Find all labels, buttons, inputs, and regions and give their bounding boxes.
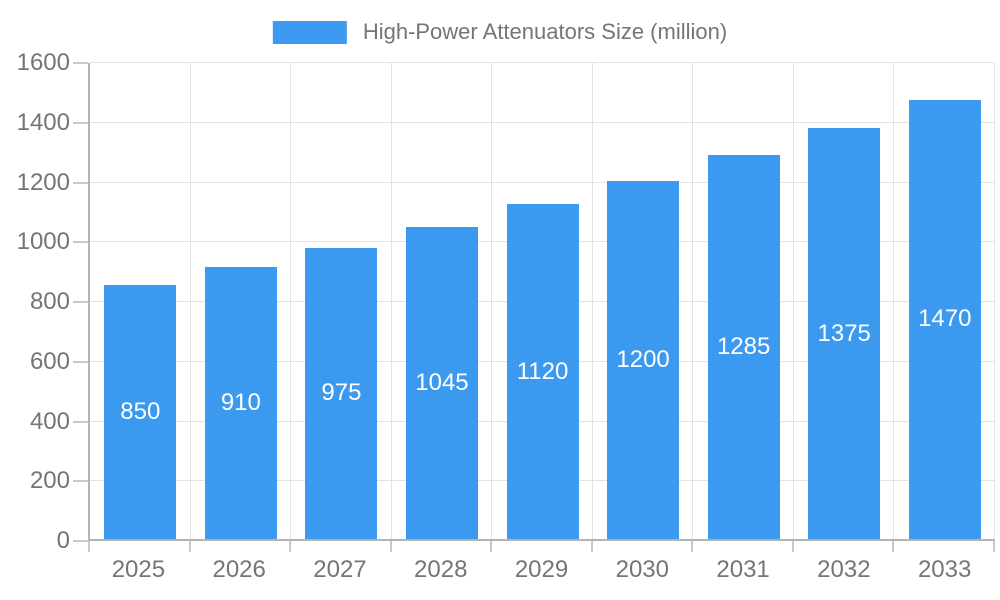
legend-label: High-Power Attenuators Size (million) bbox=[362, 19, 728, 44]
y-tick-label: 0 bbox=[56, 527, 70, 554]
x-axis-tick bbox=[289, 541, 292, 552]
bar-value-label: 1120 bbox=[516, 357, 569, 385]
bar-value-label: 1045 bbox=[415, 368, 469, 396]
bar-column: 1470 bbox=[895, 63, 996, 539]
legend-swatch bbox=[272, 20, 347, 44]
bar-2033[interactable]: 1470 bbox=[908, 99, 981, 539]
legend-item[interactable]: High-Power Attenuators Size (million) bbox=[272, 19, 728, 45]
bar-2032[interactable]: 1375 bbox=[808, 128, 881, 539]
bar-column: 850 bbox=[90, 63, 191, 539]
x-axis-tick bbox=[188, 541, 191, 552]
x-gridline bbox=[390, 63, 392, 539]
y-axis-tick bbox=[73, 121, 88, 124]
y-tick-label: 1600 bbox=[16, 49, 70, 76]
x-gridline bbox=[893, 63, 895, 539]
x-gridline bbox=[290, 63, 292, 539]
x-axis-tick bbox=[590, 541, 593, 552]
bar-column: 910 bbox=[191, 63, 292, 539]
y-tick-label: 1000 bbox=[16, 228, 70, 256]
bar-value-label: 975 bbox=[321, 379, 362, 407]
bar-2027[interactable]: 975 bbox=[305, 247, 378, 539]
y-tick-label: 800 bbox=[29, 288, 70, 315]
y-gridline bbox=[90, 121, 995, 123]
x-tick-label: 2026 bbox=[212, 556, 266, 583]
bar-2025[interactable]: 850 bbox=[104, 285, 177, 539]
bars-container: 850 910 975 1045 1120 1200 1285 1375 1470 bbox=[90, 63, 995, 539]
x-gridline bbox=[491, 63, 493, 539]
x-axis-tick bbox=[993, 541, 995, 552]
y-gridline bbox=[90, 62, 995, 63]
x-axis-tick bbox=[791, 541, 794, 552]
y-axis-tick bbox=[73, 301, 88, 303]
bar-value-label: 1375 bbox=[817, 319, 871, 347]
x-tick-label: 2033 bbox=[917, 556, 972, 583]
y-axis-tick bbox=[73, 181, 88, 184]
x-tick-label: 2029 bbox=[514, 556, 569, 583]
bar-2026[interactable]: 910 bbox=[204, 267, 277, 539]
x-gridline bbox=[591, 63, 593, 539]
bar-column: 1375 bbox=[794, 63, 895, 539]
y-axis-tick bbox=[73, 540, 88, 542]
bar-column: 1200 bbox=[593, 63, 694, 539]
x-tick-label: 2031 bbox=[716, 556, 770, 583]
bar-value-label: 850 bbox=[120, 398, 161, 426]
bar-column: 975 bbox=[291, 63, 392, 539]
x-tick-label: 2025 bbox=[111, 556, 166, 583]
plot-area: 850 910 975 1045 1120 1200 1285 1375 1470 bbox=[88, 62, 995, 541]
x-gridline bbox=[692, 63, 694, 539]
x-gridline bbox=[189, 63, 191, 539]
bar-value-label: 1200 bbox=[616, 345, 670, 373]
y-tick-label: 600 bbox=[29, 347, 70, 375]
bar-2029[interactable]: 1120 bbox=[506, 204, 579, 539]
x-tick-label: 2030 bbox=[615, 556, 669, 583]
y-axis-tick bbox=[73, 480, 88, 483]
bar-value-label: 1470 bbox=[918, 305, 972, 333]
x-axis-tick bbox=[389, 541, 392, 552]
y-axis-labels: 0 200 400 600 800 1000 1200 1400 1600 bbox=[0, 0, 70, 600]
y-tick-label: 400 bbox=[29, 407, 70, 435]
bar-column: 1045 bbox=[392, 63, 493, 539]
bar-2031[interactable]: 1285 bbox=[707, 155, 780, 539]
x-axis-tick bbox=[691, 541, 694, 552]
bar-2030[interactable]: 1200 bbox=[607, 180, 680, 539]
y-tick-label: 200 bbox=[29, 467, 70, 495]
y-gridline bbox=[90, 181, 995, 183]
y-axis-tick bbox=[73, 62, 88, 64]
x-axis-tick bbox=[88, 541, 90, 552]
x-axis-tick bbox=[892, 541, 895, 552]
x-gridline bbox=[792, 63, 794, 539]
bar-column: 1285 bbox=[693, 63, 794, 539]
bar-value-label: 1285 bbox=[716, 333, 771, 361]
x-tick-label: 2028 bbox=[414, 556, 468, 583]
x-tick-label: 2032 bbox=[817, 556, 871, 583]
y-tick-label: 1400 bbox=[16, 108, 70, 136]
x-axis-labels: 2025 2026 2027 2028 2029 2030 2031 2032 2033 bbox=[88, 556, 995, 584]
y-axis-tick bbox=[73, 420, 88, 423]
x-gridline bbox=[994, 63, 995, 539]
bar-2028[interactable]: 1045 bbox=[405, 226, 478, 539]
y-axis-tick bbox=[73, 241, 88, 244]
y-tick-label: 1200 bbox=[16, 168, 70, 196]
y-axis-tick bbox=[73, 360, 88, 363]
x-tick-label: 2027 bbox=[313, 556, 367, 583]
x-axis-tick bbox=[490, 541, 493, 552]
bar-value-label: 910 bbox=[220, 389, 261, 417]
bar-column: 1120 bbox=[492, 63, 593, 539]
